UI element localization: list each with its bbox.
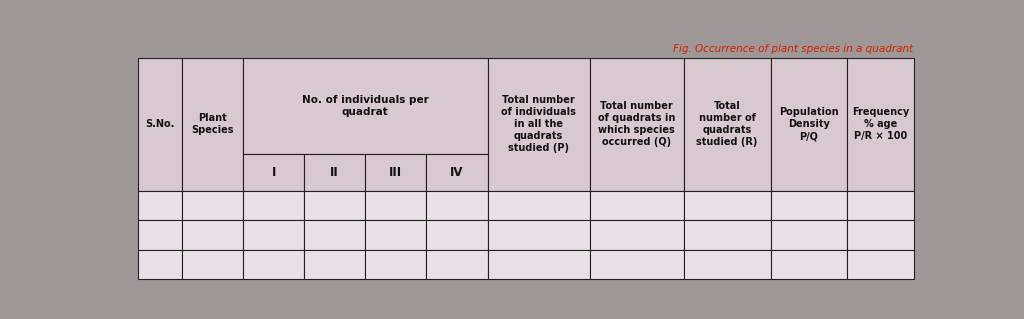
Bar — [426, 220, 487, 249]
Bar — [182, 58, 243, 190]
Bar — [771, 58, 847, 190]
Bar — [182, 249, 243, 279]
Text: S.No.: S.No. — [145, 119, 174, 129]
Bar — [137, 190, 182, 220]
Bar — [182, 190, 243, 220]
Text: I: I — [271, 166, 275, 179]
Bar — [684, 249, 771, 279]
Bar — [590, 249, 684, 279]
Text: Population
Density
P/Q: Population Density P/Q — [779, 107, 839, 141]
Bar — [304, 154, 366, 190]
Bar — [243, 58, 487, 154]
Bar — [137, 249, 182, 279]
Text: Total number
of quadrats in
which species
occurred (Q): Total number of quadrats in which specie… — [598, 101, 676, 147]
Bar — [771, 220, 847, 249]
Text: Fig. Occurrence of plant species in a quadrant: Fig. Occurrence of plant species in a qu… — [674, 44, 913, 55]
Bar — [487, 58, 590, 190]
Bar — [137, 58, 182, 190]
Bar — [304, 249, 366, 279]
Bar — [426, 249, 487, 279]
Bar — [366, 154, 426, 190]
Bar — [487, 249, 590, 279]
Bar — [243, 190, 304, 220]
Bar — [366, 190, 426, 220]
Bar — [366, 249, 426, 279]
Bar — [684, 58, 771, 190]
Text: Frequency
% age
P/R × 100: Frequency % age P/R × 100 — [852, 107, 909, 141]
Bar — [426, 190, 487, 220]
Bar — [771, 190, 847, 220]
Bar — [137, 220, 182, 249]
Text: III: III — [389, 166, 402, 179]
Bar — [847, 249, 913, 279]
Bar — [590, 58, 684, 190]
Bar — [847, 190, 913, 220]
Bar — [487, 220, 590, 249]
Bar — [304, 190, 366, 220]
Bar — [304, 220, 366, 249]
Bar — [366, 220, 426, 249]
Text: II: II — [331, 166, 339, 179]
Bar — [684, 220, 771, 249]
Text: IV: IV — [451, 166, 464, 179]
Bar — [426, 154, 487, 190]
Text: Plant
Species: Plant Species — [191, 113, 233, 135]
Bar — [590, 190, 684, 220]
Bar — [847, 58, 913, 190]
Text: Total
number of
quadrats
studied (R): Total number of quadrats studied (R) — [696, 101, 758, 147]
Bar — [243, 220, 304, 249]
Bar — [684, 190, 771, 220]
Bar — [487, 190, 590, 220]
Bar — [847, 220, 913, 249]
Bar — [590, 220, 684, 249]
Text: No. of individuals per
quadrat: No. of individuals per quadrat — [302, 95, 429, 117]
Bar — [243, 154, 304, 190]
Bar — [182, 220, 243, 249]
Bar — [243, 249, 304, 279]
Bar — [771, 249, 847, 279]
Text: Total number
of individuals
in all the
quadrats
studied (P): Total number of individuals in all the q… — [502, 95, 577, 153]
